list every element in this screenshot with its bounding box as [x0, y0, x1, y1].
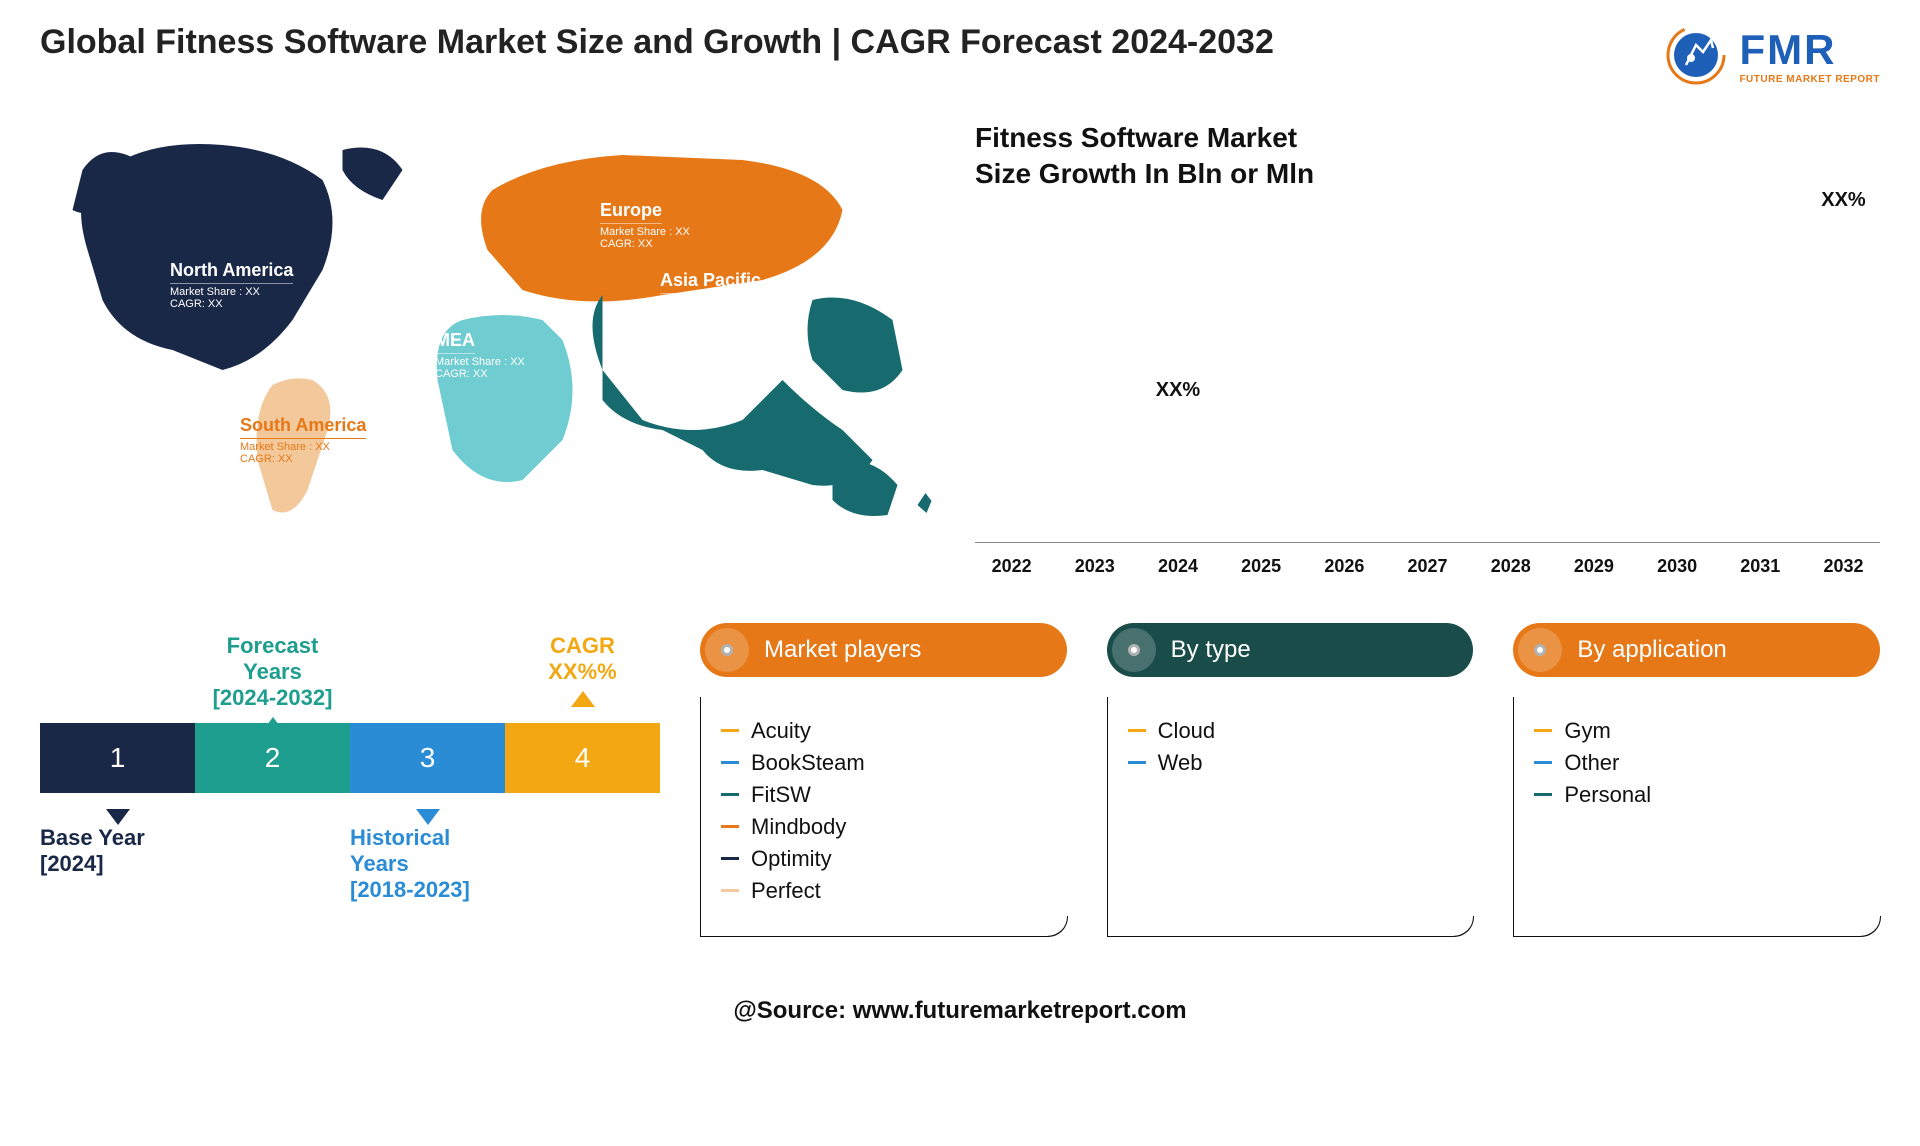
world-map: North America Market Share : XX CAGR: XX… — [40, 120, 945, 530]
logo-icon — [1661, 20, 1731, 90]
list-item: BookSteam — [721, 750, 1057, 776]
timeline-label-1: Forecast Years[2024-2032] — [195, 633, 350, 739]
fmr-logo: FMR FUTURE MARKET REPORT — [1661, 20, 1880, 90]
timeline-seg-3: 3 — [350, 723, 505, 793]
logo-text: FMR — [1739, 26, 1880, 74]
timeline-label-2: Historical Years[2018-2023] — [350, 803, 505, 903]
page-title: Global Fitness Software Market Size and … — [40, 20, 1274, 64]
chart-title: Fitness Software Market Size Growth In B… — [975, 120, 1335, 193]
logo-subtitle: FUTURE MARKET REPORT — [1739, 74, 1880, 85]
list-item: Optimity — [721, 846, 1057, 872]
region-na: North America Market Share : XX CAGR: XX — [170, 260, 293, 310]
category-1: By type Cloud Web — [1107, 623, 1474, 937]
category-2: By application Gym Other Personal — [1513, 623, 1880, 937]
region-eu: Europe Market Share : XX CAGR: XX — [600, 200, 690, 250]
timeline-label-3: CAGRXX%% — [505, 633, 660, 713]
list-item: Gym — [1534, 718, 1870, 744]
category-body: Acuity BookSteam FitSW Mindbody Optimity Perf… — [700, 697, 1067, 937]
list-item: Acuity — [721, 718, 1057, 744]
bar-chart: Fitness Software Market Size Growth In B… — [975, 120, 1880, 543]
category-body: Cloud Web — [1107, 697, 1474, 937]
timeline-label-0: Base Year[2024] — [40, 803, 195, 877]
region-sa: South America Market Share : XX CAGR: XX — [240, 415, 366, 465]
timeline: 1234 Base Year[2024]Forecast Years[2024-… — [40, 623, 660, 793]
timeline-seg-1: 1 — [40, 723, 195, 793]
categories: Market players Acuity BookSteam FitSW Mindbo… — [700, 623, 1880, 937]
list-item: Web — [1128, 750, 1464, 776]
category-header: Market players — [700, 623, 1067, 677]
source-text: @Source: www.futuremarketreport.com — [40, 997, 1880, 1025]
category-header: By type — [1107, 623, 1474, 677]
region-mea: MEA Market Share : XX CAGR: XX — [435, 330, 525, 380]
list-item: FitSW — [721, 782, 1057, 808]
category-header: By application — [1513, 623, 1880, 677]
chart-bars: 202220232024XX%2025202620272028202920302… — [975, 213, 1880, 543]
region-ap: Asia Pacific Market Share : XX CAGR: XX — [660, 270, 761, 320]
list-item: Personal — [1534, 782, 1870, 808]
list-item: Mindbody — [721, 814, 1057, 840]
list-item: Cloud — [1128, 718, 1464, 744]
map-svg — [40, 120, 945, 530]
timeline-seg-4: 4 — [505, 723, 660, 793]
list-item: Perfect — [721, 878, 1057, 904]
category-0: Market players Acuity BookSteam FitSW Mindbo… — [700, 623, 1067, 937]
timeline-bar: 1234 — [40, 723, 660, 793]
category-body: Gym Other Personal — [1513, 697, 1880, 937]
list-item: Other — [1534, 750, 1870, 776]
